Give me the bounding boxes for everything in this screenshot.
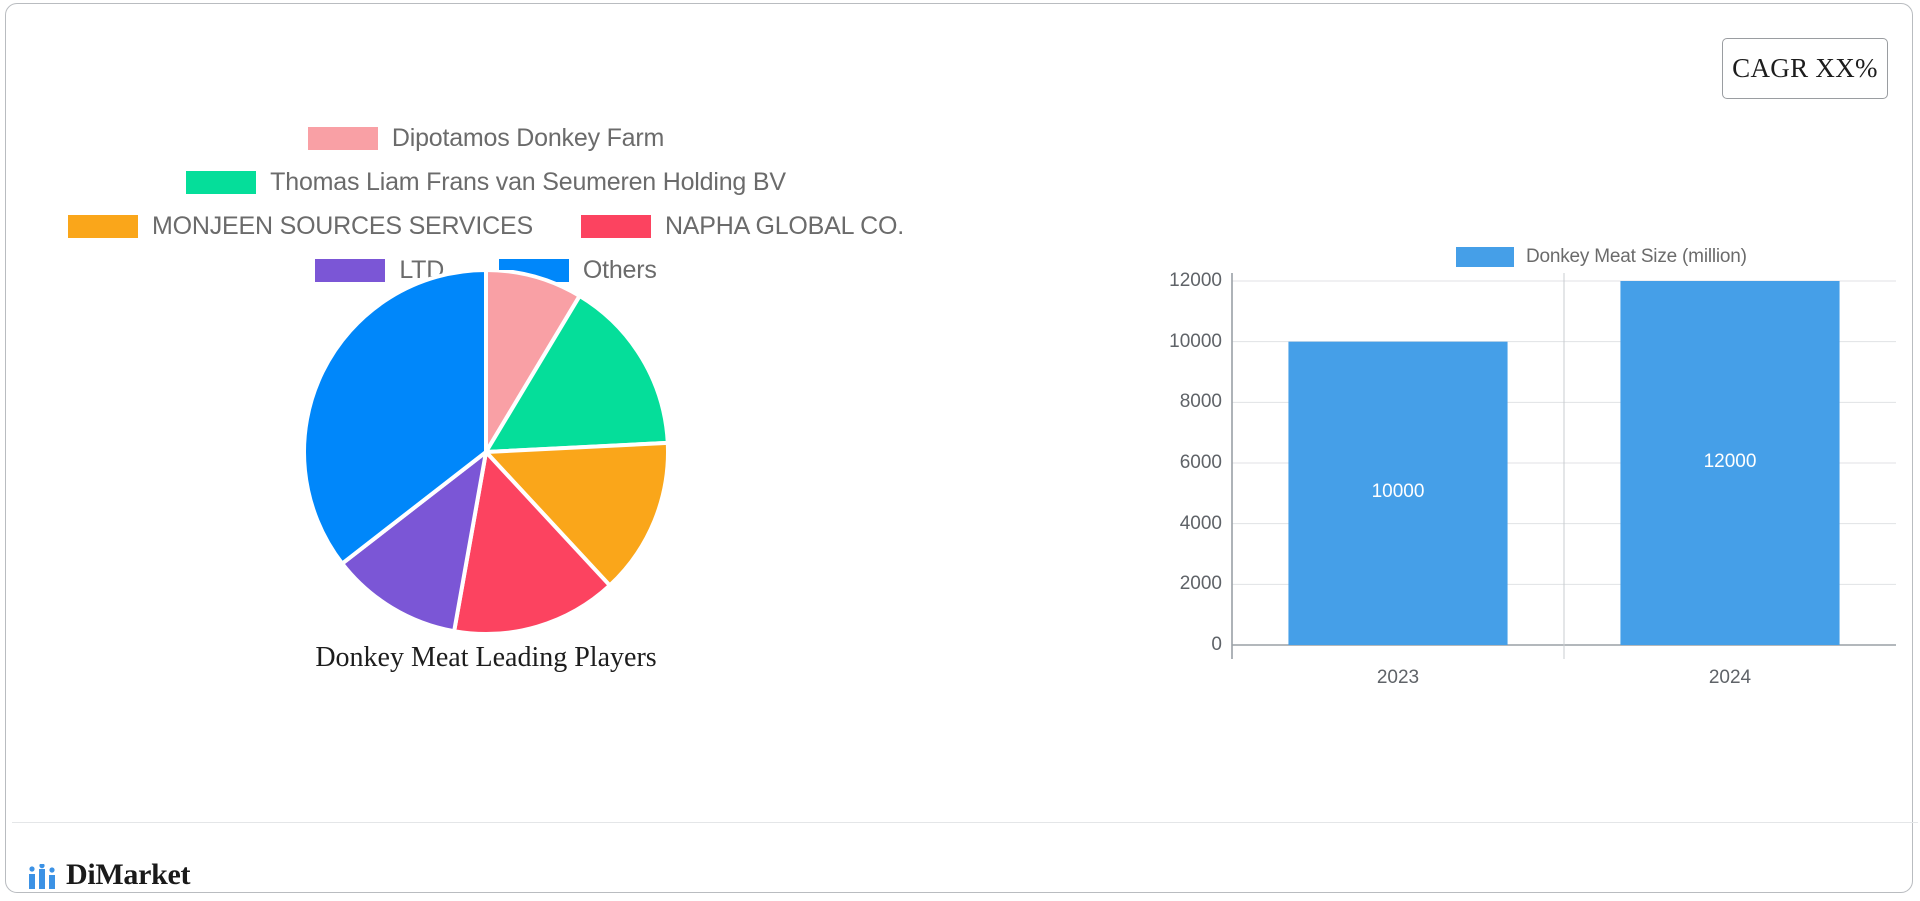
legend-item-dipotamos-donkey-farm[interactable]: Dipotamos Donkey Farm [307,123,665,153]
pie-chart-title: Donkey Meat Leading Players [315,642,657,673]
legend-label-others: Others [582,255,657,284]
pie-slice[interactable] [484,293,668,454]
bar[interactable] [1620,281,1840,645]
y-axis-tick-label: 0 [1211,634,1222,655]
bar-chart-logo-icon [29,864,55,889]
legend-swatch-dipotamos-donkey-farm [307,126,378,150]
pie-slice[interactable] [452,450,612,634]
bar-chart-legend[interactable]: Donkey Meat Size (million) [1456,246,1747,268]
x-axis-tick-label: 2024 [1708,667,1752,688]
pie-slice[interactable] [340,450,488,634]
bar-value-label: 12000 [1703,451,1757,472]
legend-row: Dipotamos Donkey Farm [6,124,966,152]
legend-row: Thomas Liam Frans van Seumeren Holding B… [6,168,966,196]
x-axis-tick-label: 2023 [1376,667,1420,688]
legend-swatch-ltd [315,258,386,282]
brand-name: DiMarket [66,858,191,891]
bar-chart: Donkey Meat Size (million) 10000 2023 1200… [1156,244,1916,688]
y-axis-tick-label: 10000 [1169,330,1222,352]
y-axis-tick-label: 2000 [1179,573,1222,595]
bar-value-label: 10000 [1371,481,1425,503]
bar[interactable] [1288,341,1508,645]
pie-slice[interactable] [304,270,488,566]
legend-swatch-monjeen-sources-services [68,214,139,238]
legend-item-monjeen-sources-services[interactable]: MONJEEN SOURCES SERVICES [68,212,533,241]
brand-logo: DiMarket [28,856,191,891]
y-axis-tick-label: 12000 [1169,270,1222,291]
legend-label-napha-global-co: NAPHA GLOBAL CO. [664,211,904,240]
infographic-card: CAGR XX% Dipotamos Donkey Farm Thomas Li… [5,3,1918,893]
pie-chart-svg [304,270,668,634]
legend-label-thomas-liam-frans-van-seumeren-holding-bv: Thomas Liam Frans van Seumeren Holding B… [270,167,786,196]
legend-row: MONJEEN SOURCES SERVICES NAPHA GLOBAL CO… [6,212,966,240]
y-axis-tick-label: 4000 [1179,512,1222,534]
legend-swatch-napha-global-co [580,214,651,238]
pie-chart [304,270,668,634]
cagr-badge: CAGR XX% [1722,38,1888,99]
bar-chart-plot [1231,273,1896,659]
bar-legend-label: Donkey Meat Size (million) [1526,246,1747,267]
legend-swatch-thomas-liam-frans-van-seumeren-holding-bv [186,170,257,194]
cagr-badge-label: CAGR XX% [1732,53,1878,83]
footer-divider [12,822,1918,823]
bar-legend-swatch [1456,247,1514,267]
legend-item-napha-global-co[interactable]: NAPHA GLOBAL CO. [580,211,904,241]
legend-label-dipotamos-donkey-farm: Dipotamos Donkey Farm [391,123,665,152]
y-axis-tick-label: 8000 [1179,391,1222,413]
legend-label-monjeen-sources-services: MONJEEN SOURCES SERVICES [152,211,533,240]
pie-slice[interactable] [484,440,668,588]
y-axis-tick-label: 6000 [1179,452,1222,473]
legend-item-thomas-liam-frans-van-seumeren-holding-bv[interactable]: Thomas Liam Frans van Seumeren Holding B… [186,168,786,197]
